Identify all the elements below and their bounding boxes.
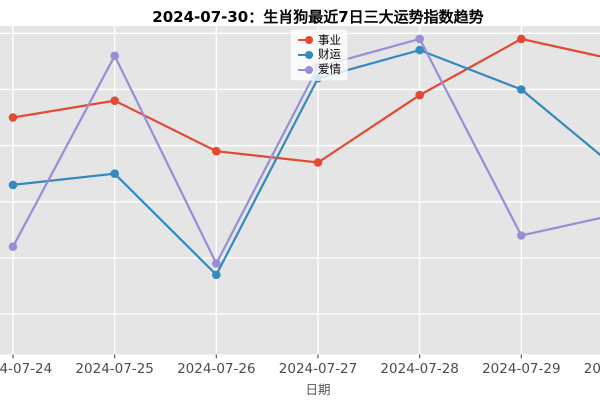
x-tick-label: 2024-07-29 — [482, 361, 561, 377]
love-data-point — [8, 242, 18, 251]
x-tick-marks — [12, 354, 522, 359]
legend-item-love: 爱情 — [297, 62, 341, 77]
love-data-point — [212, 259, 221, 268]
legend-marker-icon — [298, 36, 313, 45]
wealth-data-point — [415, 45, 425, 55]
wealth-data-point — [212, 270, 221, 280]
legend-item-career: 事业 — [297, 33, 341, 48]
x-tick-label: 2024-07-24 — [0, 361, 53, 377]
career-data-point — [415, 90, 425, 100]
x-axis-label: 日期 — [305, 382, 331, 397]
legend-item-wealth: 财运 — [297, 48, 341, 63]
career-data-point — [110, 96, 119, 105]
legend: 事业 财运 爱情 — [290, 29, 348, 82]
legend-marker-icon — [298, 51, 313, 60]
love-data-point — [517, 231, 526, 240]
x-tick-label: 2024-07-28 — [380, 361, 459, 377]
legend-label: 事业 — [318, 32, 341, 47]
wealth-data-point — [517, 85, 526, 94]
career-data-point — [313, 158, 323, 167]
career-data-point — [212, 146, 221, 156]
legend-marker-icon — [298, 65, 313, 74]
gridlines — [0, 26, 600, 355]
wealth-data-point — [110, 169, 119, 178]
wealth-data-point — [8, 180, 18, 190]
x-tick-label: 2024-07-27 — [278, 361, 358, 377]
chart-title: 2024-07-30：生肖狗最近7日三大运势指数趋势 — [152, 8, 484, 26]
love-data-point — [415, 34, 425, 44]
career-data-point — [8, 113, 18, 122]
x-tick-label: 2024-07-30 — [583, 361, 600, 377]
legend-label: 爱情 — [318, 61, 341, 76]
legend-label: 财运 — [318, 47, 341, 62]
love-data-point — [110, 51, 119, 61]
x-tick-label: 2024-07-25 — [75, 361, 154, 377]
x-tick-label: 2024-07-26 — [177, 361, 256, 377]
career-data-point — [517, 34, 526, 44]
